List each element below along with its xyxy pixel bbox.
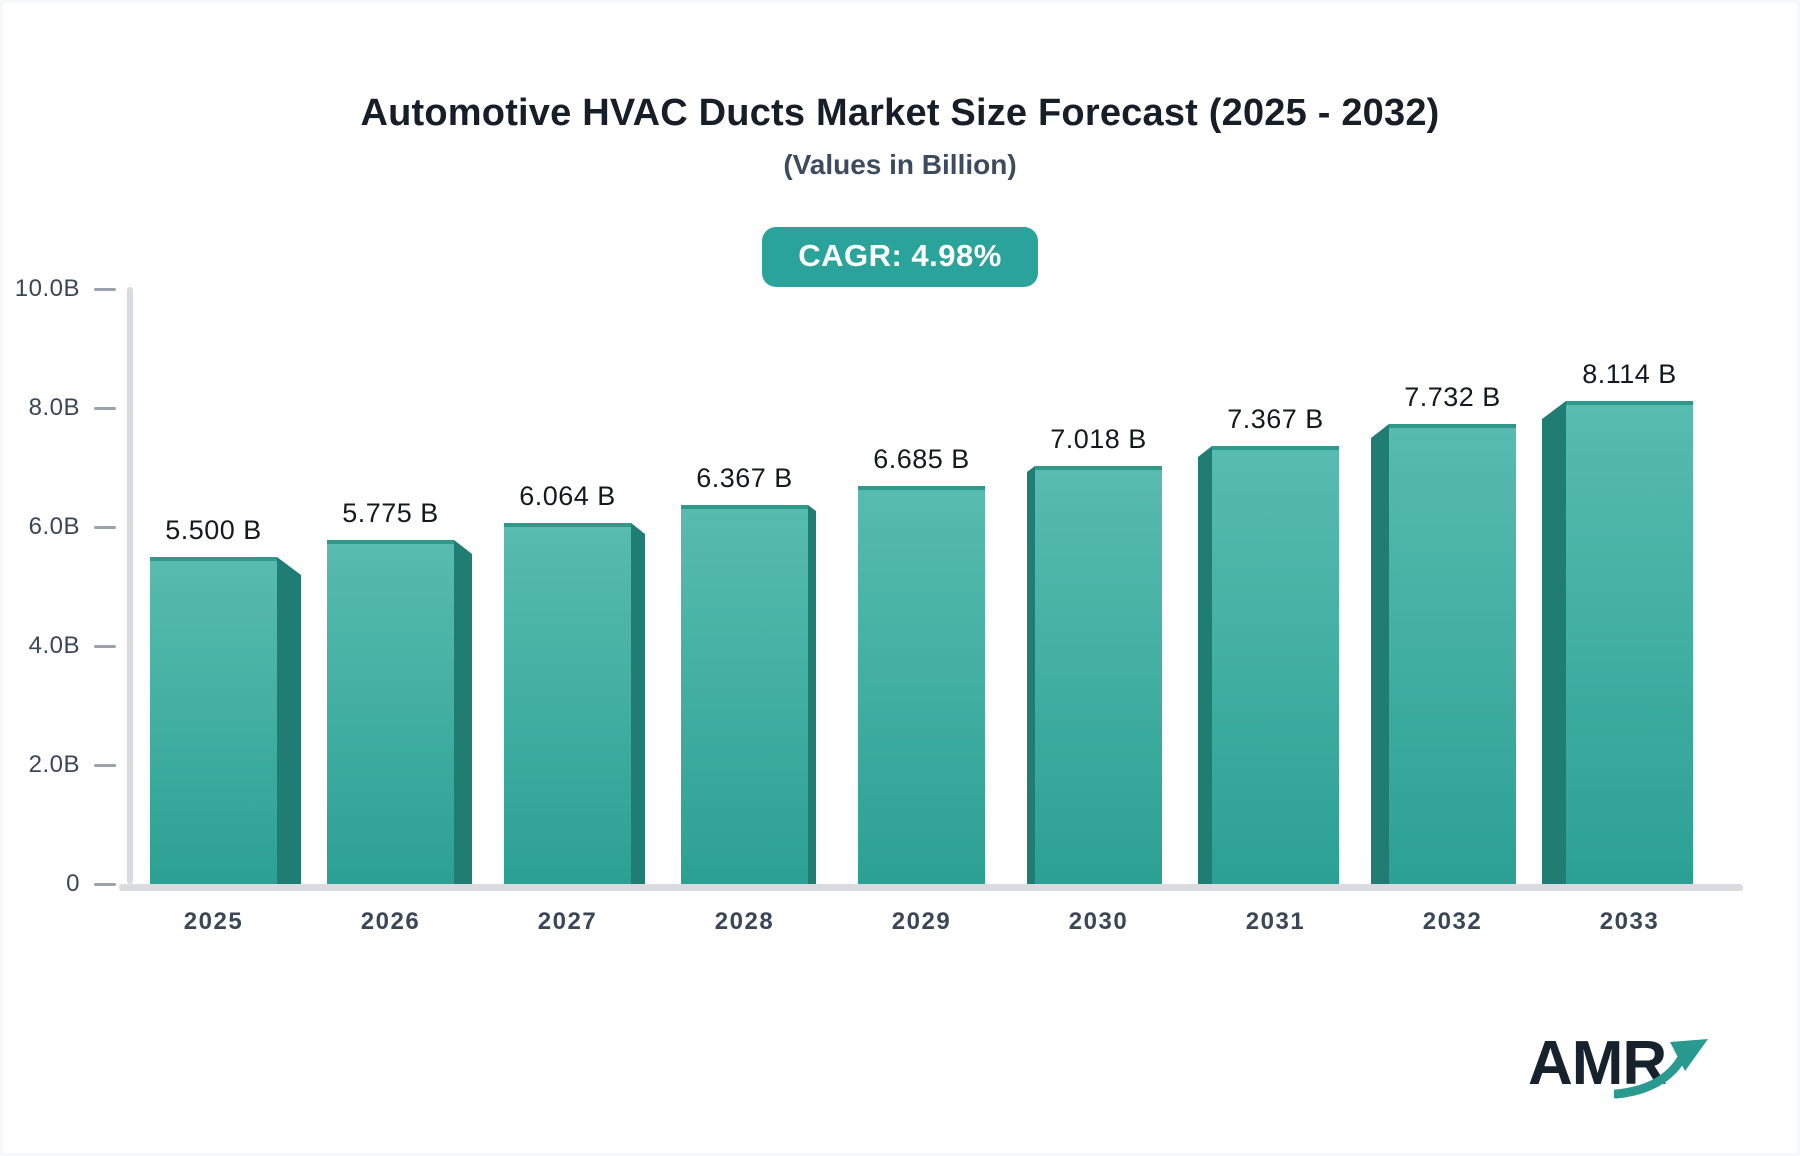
x-axis-label-2030: 2030 [1068,908,1129,935]
bar-2029[interactable]: 6.685 B [858,444,985,884]
x-axis-label-2032: 2032 [1422,908,1483,935]
y-axis-line [127,287,133,884]
bar-value-label: 7.018 B [1050,424,1147,454]
bar-2025[interactable]: 5.500 B [150,515,301,884]
y-tick-label: 6.0B [28,513,80,540]
bar-face [1566,401,1693,884]
y-tick: 6.0B [0,512,116,542]
y-tick-label: 2.0B [28,751,80,778]
bar-face [150,557,277,884]
y-tick: 4.0B [0,631,116,661]
bar-2028[interactable]: 6.367 B [681,463,816,884]
bar-side [1198,446,1212,884]
bar-face [1035,466,1162,884]
y-tick: 0 [0,869,116,899]
x-axis-label-2033: 2033 [1599,908,1660,935]
bar-face [1389,424,1516,884]
bar-side [631,523,645,884]
x-axis-label-2027: 2027 [537,908,598,935]
bar-face [1212,446,1339,884]
badge-row: CAGR: 4.98% [0,227,1800,287]
x-axis-label-2028: 2028 [714,908,775,935]
bar-value-label: 8.114 B [1582,359,1677,389]
bar-2031[interactable]: 7.367 B [1198,404,1339,884]
bar-side [1027,466,1035,884]
growth-arrow-icon [1614,1039,1708,1099]
y-tick-label: 0 [66,870,80,897]
bar-2032[interactable]: 7.732 B [1371,382,1516,884]
x-axis-label-2026: 2026 [360,908,421,935]
bar-value-label: 6.685 B [873,444,970,474]
bar-side [277,557,301,884]
y-tick: 8.0B [0,393,116,423]
chart-subtitle: (Values in Billion) [783,149,1017,180]
bar-face [858,486,985,884]
bar-face [327,540,454,884]
bar-value-label: 6.367 B [696,463,793,493]
y-tick-dash [94,525,116,529]
y-tick-label: 4.0B [28,632,80,659]
y-tick: 2.0B [0,750,116,780]
bar-2026[interactable]: 5.775 B [327,498,472,884]
x-axis-label-2031: 2031 [1245,908,1306,935]
bar-2033[interactable]: 8.114 B [1542,359,1693,884]
y-tick-dash [94,882,116,886]
bar-value-label: 7.732 B [1404,382,1501,412]
y-tick-dash [94,644,116,648]
x-axis-label-2025: 2025 [183,908,244,935]
bar-side [454,540,472,884]
y-tick-label: 8.0B [28,394,80,421]
x-axis-line [119,884,1743,891]
y-tick-dash [94,287,116,291]
bar-value-label: 5.775 B [342,498,439,528]
bar-2030[interactable]: 7.018 B [1027,424,1162,884]
y-tick-label: 10.0B [14,275,80,302]
bar-value-label: 5.500 B [165,515,262,545]
bar-side [1542,401,1566,884]
bar-face [504,523,631,884]
chart-header: Automotive HVAC Ducts Market Size Foreca… [0,92,1800,287]
bar-side [1371,424,1389,884]
bar-2027[interactable]: 6.064 B [504,481,645,884]
chart-title: Automotive HVAC Ducts Market Size Foreca… [360,92,1440,134]
bar-side [808,505,816,884]
y-tick-dash [94,406,116,410]
x-axis-label-2029: 2029 [891,908,952,935]
bar-value-label: 6.064 B [519,481,616,511]
bar-value-label: 7.367 B [1227,404,1324,434]
y-tick: 10.0B [0,274,116,304]
brand-logo: AMR [1528,1028,1738,1118]
bar-face [681,505,808,884]
cagr-badge: CAGR: 4.98% [762,227,1038,287]
y-tick-dash [94,763,116,767]
